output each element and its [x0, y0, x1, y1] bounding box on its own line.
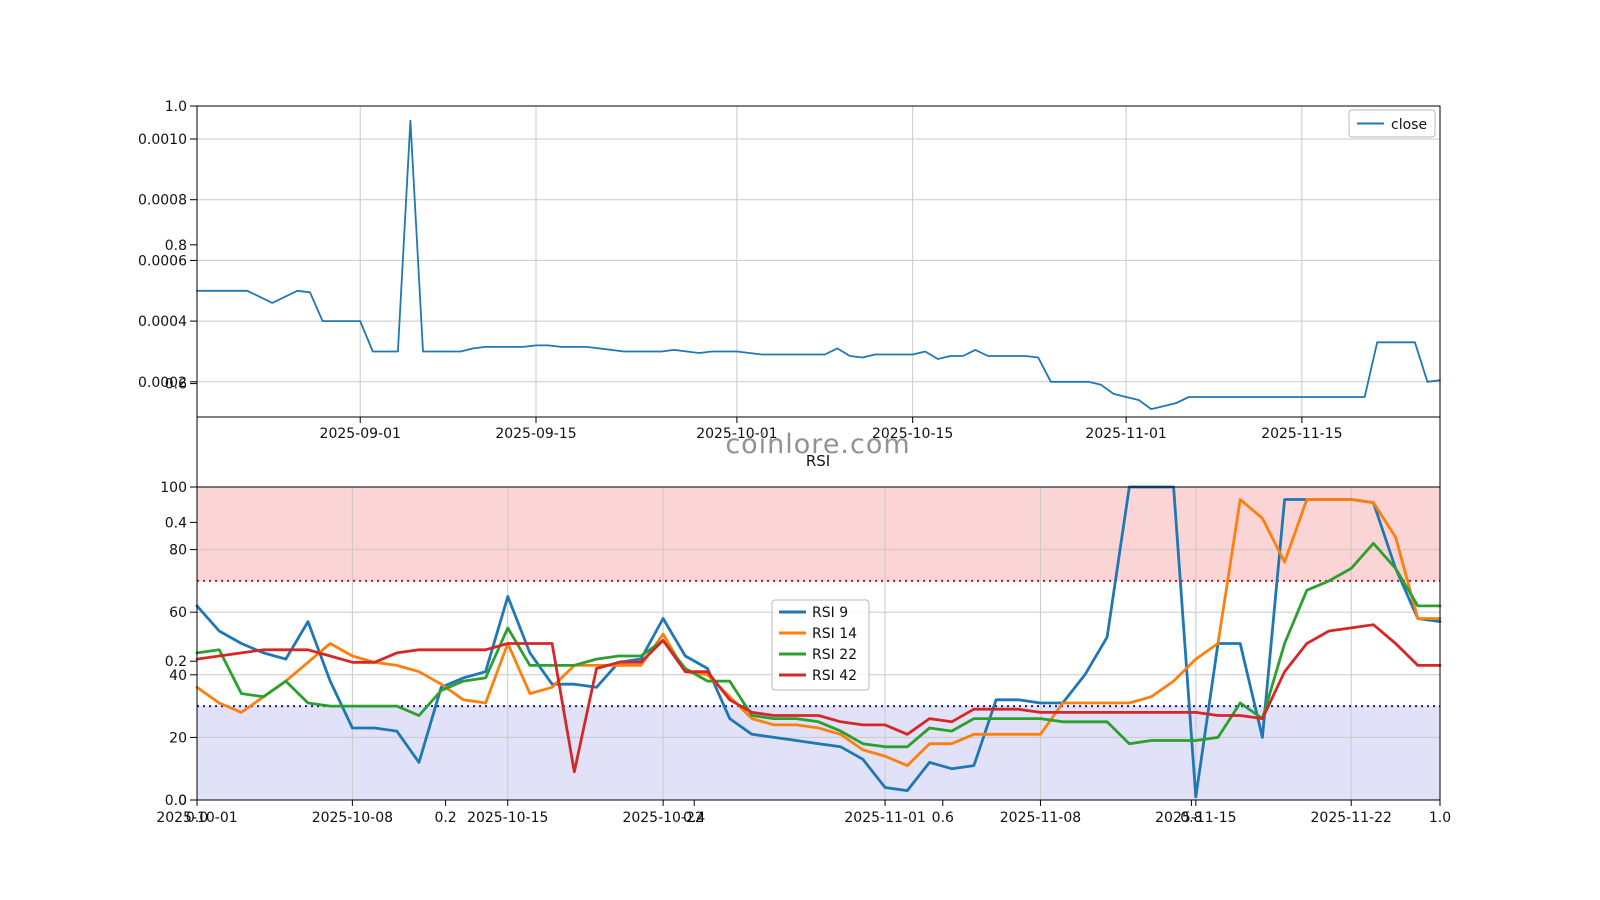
close-line: [196, 119, 1441, 411]
rsi-legend-label: RSI 22: [812, 647, 857, 663]
axis-ticks-and-labels: 0.0010 0.0008 0.0006 0.0004 0.0002 2025-09-01…: [138, 132, 1392, 826]
rsi-x-tick-label: 2025-10-22: [622, 810, 703, 826]
rsi-x-tick-label: 2025-10-08: [312, 810, 393, 826]
price-x-tick-label: 2025-09-15: [495, 426, 576, 442]
overlay-y-tick-label: 0.6: [165, 377, 187, 393]
rsi-y-tick-label: 0: [178, 793, 187, 809]
rsi-42-line: [195, 623, 1442, 774]
rsi-legend-label: RSI 42: [812, 668, 857, 684]
price-x-tick-label: 2025-09-01: [320, 426, 401, 442]
oversold-band: [197, 706, 1440, 800]
price-x-tick-label: 2025-11-15: [1261, 426, 1342, 442]
rsi-legend-box: [771, 599, 870, 691]
overlay-x-tick-label: 0.4: [683, 810, 705, 826]
overlay-y-tick-label: 0.0: [165, 793, 187, 809]
rsi-x-tick-label: 2025-10-01: [156, 810, 237, 826]
price-x-tick-label: 2025-10-15: [872, 426, 953, 442]
rsi-14-line: [195, 498, 1442, 767]
overlay-axis-ticks: 1.0 0.8 0.6 0.4 0.2 0.00.0 0.2 0.4 0.6 0.8 1.0: [165, 99, 1451, 826]
overlay-x-tick-label: 0.0: [186, 810, 208, 826]
rsi-y-tick-label: 40: [169, 668, 187, 684]
rsi-x-tick-label: 2025-11-22: [1311, 810, 1392, 826]
axes-spines: [196, 105, 1441, 801]
price-axes-frame: [196, 105, 1441, 418]
rsi-series: [195, 485, 1442, 799]
overlay-y-tick-label: 0.2: [165, 654, 187, 670]
price-y-tick-label: 0.0004: [138, 314, 187, 330]
rsi-y-tick-label: 100: [160, 480, 187, 496]
price-legend: close: [1348, 109, 1436, 138]
price-y-tick-label: 0.0008: [138, 193, 187, 209]
rsi-y-tick-label: 60: [169, 605, 187, 621]
overlay-y-tick-label: 0.8: [165, 238, 187, 254]
overbought-band: [197, 487, 1440, 581]
watermark: coinlore.com: [725, 429, 911, 460]
rsi-9-line: [195, 485, 1442, 799]
price-y-tick-label: 0.0010: [138, 132, 187, 148]
overlay-axes-frame: [196, 105, 1441, 801]
rsi-legend-label: RSI 9: [812, 605, 848, 621]
price-y-tick-label: 0.0006: [138, 253, 187, 269]
overlay-x-tick-label: 0.2: [434, 810, 456, 826]
rsi-x-tick-label: 2025-11-08: [1000, 810, 1081, 826]
rsi-x-tick-label: 2025-10-15: [467, 810, 548, 826]
overlay-x-tick-label: 0.8: [1180, 810, 1202, 826]
rsi-y-tick-label: 20: [169, 730, 187, 746]
overlay-y-tick-label: 1.0: [165, 99, 187, 115]
price-x-tick-label: 2025-11-01: [1085, 426, 1166, 442]
price-series: [196, 119, 1441, 411]
overlay-y-tick-label: 0.4: [165, 515, 187, 531]
price-x-tick-label: 2025-10-01: [696, 426, 777, 442]
rsi-subplot-title: RSI: [805, 452, 831, 470]
overlay-x-tick-label: 1.0: [1429, 810, 1451, 826]
rsi-x-tick-label: 2025-11-15: [1155, 810, 1236, 826]
price-y-tick-label: 0.0002: [138, 375, 187, 391]
rsi-legend-label: RSI 14: [812, 626, 857, 642]
rsi-legend: RSI 9 RSI 14 RSI 22 RSI 42: [771, 599, 870, 691]
rsi-y-tick-label: 80: [169, 543, 187, 559]
rsi-x-tick-label: 2025-11-01: [844, 810, 925, 826]
overlay-x-tick-label: 0.6: [932, 810, 954, 826]
price-legend-label: close: [1391, 117, 1427, 133]
price-legend-box: [1348, 109, 1436, 138]
